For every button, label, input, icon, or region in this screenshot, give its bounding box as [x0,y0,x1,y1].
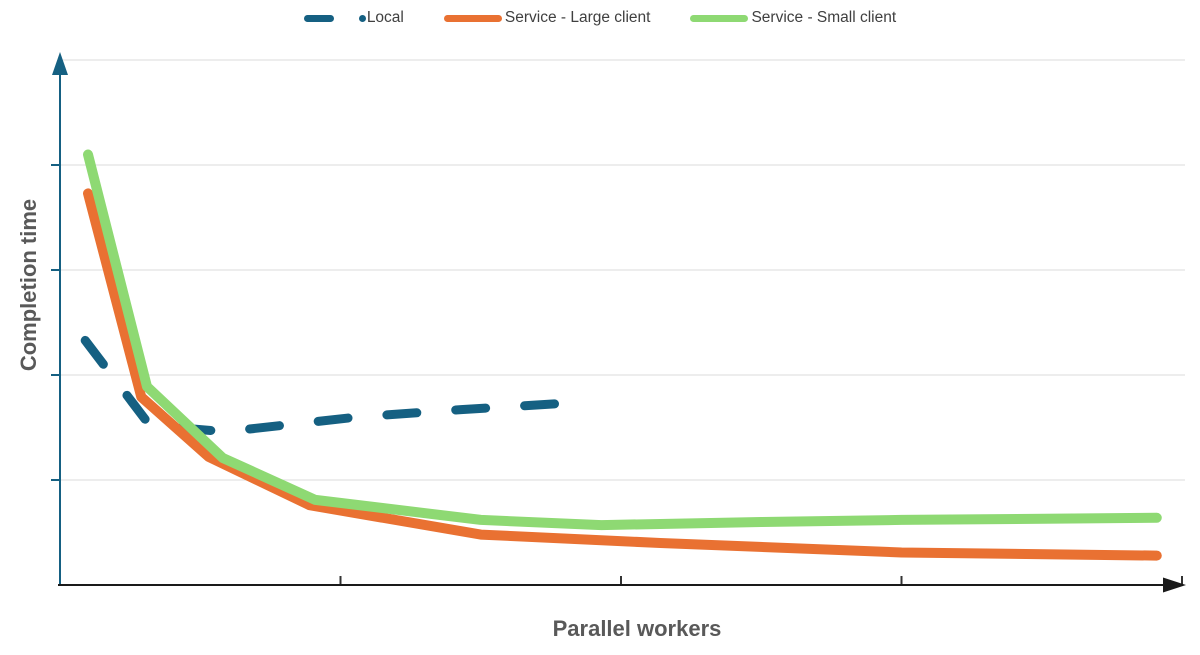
legend-item-local: Local [303,9,404,27]
legend-label-service-large-client: Service - Large client [504,9,651,27]
x-axis-title: Parallel workers [552,616,722,641]
legend-item-service-small-client: Service - Small client [690,10,896,26]
legend-label-local: Local [366,9,404,27]
series-line-service-small-client [83,149,1162,531]
local-dot-marker-icon [358,14,366,22]
local-dash-marker-icon [303,14,334,22]
service-large-line-marker-icon [443,14,502,22]
chart-legend: Local Service - Large client Service - S… [0,6,1200,30]
x-axis-arrow-icon [1163,577,1186,593]
legend-item-service-large-client: Service - Large client [443,9,651,27]
legend-label-service-small-client: Service - Small client [751,9,897,27]
series-line-local [80,335,567,437]
series-line-service-large-client [83,188,1162,561]
y-axis-arrow-icon [52,52,68,75]
service-small-line-marker-icon [690,14,749,22]
